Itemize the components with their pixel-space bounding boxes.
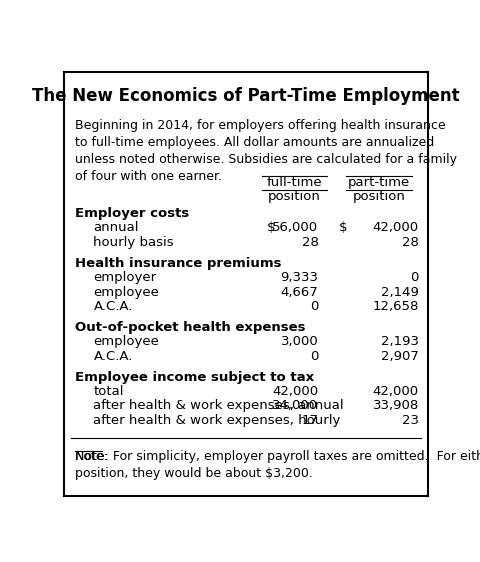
Text: 34,000: 34,000 [273, 400, 319, 413]
Text: Out-of-pocket health expenses: Out-of-pocket health expenses [75, 321, 305, 334]
Text: 56,000: 56,000 [273, 221, 319, 234]
Text: employer: employer [94, 271, 156, 284]
Text: 2,149: 2,149 [381, 285, 419, 298]
Text: hourly basis: hourly basis [94, 236, 174, 249]
Text: 28: 28 [301, 236, 319, 249]
Text: $: $ [339, 221, 348, 234]
Text: 42,000: 42,000 [373, 221, 419, 234]
Text: total: total [94, 385, 124, 398]
Text: 12,658: 12,658 [372, 300, 419, 313]
Text: 0: 0 [410, 271, 419, 284]
Text: The New Economics of Part-Time Employment: The New Economics of Part-Time Employmen… [32, 87, 460, 105]
Text: A.C.A.: A.C.A. [94, 350, 133, 362]
Text: 33,908: 33,908 [373, 400, 419, 413]
Text: part-time: part-time [348, 175, 410, 189]
Text: 2,907: 2,907 [381, 350, 419, 362]
Text: A.C.A.: A.C.A. [94, 300, 133, 313]
Text: 4,667: 4,667 [281, 285, 319, 298]
Text: employee: employee [94, 336, 159, 348]
FancyBboxPatch shape [64, 72, 428, 496]
Text: position: position [353, 190, 406, 203]
Text: employee: employee [94, 285, 159, 298]
Text: 17: 17 [301, 414, 319, 427]
Text: 9,333: 9,333 [280, 271, 319, 284]
Text: 2,193: 2,193 [381, 336, 419, 348]
Text: $: $ [266, 221, 275, 234]
Text: after health & work expenses, hourly: after health & work expenses, hourly [94, 414, 341, 427]
Text: Employee income subject to tax: Employee income subject to tax [75, 371, 314, 384]
Text: 0: 0 [310, 300, 319, 313]
Text: annual: annual [94, 221, 139, 234]
Text: 28: 28 [402, 236, 419, 249]
Text: Note: For simplicity, employer payroll taxes are omitted.  For either
position, : Note: For simplicity, employer payroll t… [75, 450, 480, 481]
Text: 23: 23 [402, 414, 419, 427]
Text: Note:: Note: [75, 450, 109, 464]
Text: Health insurance premiums: Health insurance premiums [75, 257, 281, 270]
Text: 0: 0 [310, 350, 319, 362]
Text: 42,000: 42,000 [373, 385, 419, 398]
Text: position: position [268, 190, 321, 203]
Text: full-time: full-time [266, 175, 322, 189]
Text: Beginning in 2014, for employers offering health insurance
to full-time employee: Beginning in 2014, for employers offerin… [75, 119, 457, 183]
Text: 3,000: 3,000 [281, 336, 319, 348]
Text: after health & work expenses, annual: after health & work expenses, annual [94, 400, 344, 413]
Text: Employer costs: Employer costs [75, 207, 189, 220]
Text: 42,000: 42,000 [273, 385, 319, 398]
